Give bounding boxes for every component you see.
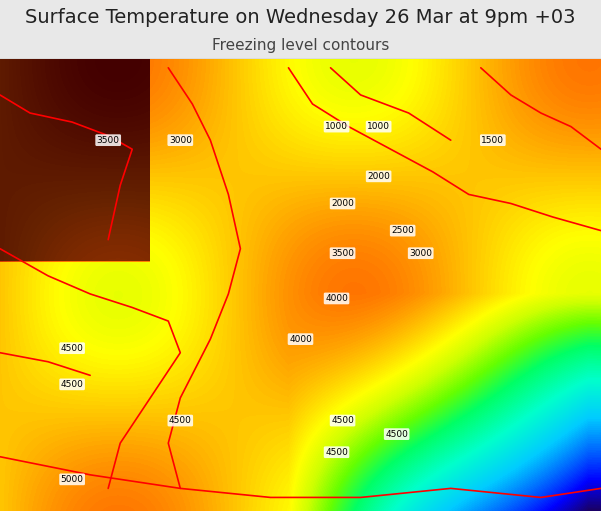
Text: 1500: 1500 bbox=[481, 135, 504, 145]
Text: 4000: 4000 bbox=[325, 294, 348, 303]
Text: 3000: 3000 bbox=[409, 249, 432, 258]
Text: 1000: 1000 bbox=[367, 122, 390, 131]
Text: 5000: 5000 bbox=[61, 475, 84, 484]
Text: Surface Temperature on Wednesday 26 Mar at 9pm +03: Surface Temperature on Wednesday 26 Mar … bbox=[25, 8, 576, 27]
Text: 4500: 4500 bbox=[331, 416, 354, 425]
Text: 3000: 3000 bbox=[169, 135, 192, 145]
Text: Freezing level contours: Freezing level contours bbox=[212, 38, 389, 53]
Text: 4500: 4500 bbox=[325, 448, 348, 457]
Text: 1000: 1000 bbox=[325, 122, 348, 131]
Text: 4500: 4500 bbox=[169, 416, 192, 425]
Text: 2000: 2000 bbox=[331, 199, 354, 208]
Text: 2000: 2000 bbox=[367, 172, 390, 181]
Text: 4000: 4000 bbox=[289, 335, 312, 344]
Text: 4500: 4500 bbox=[61, 380, 84, 389]
Text: 3500: 3500 bbox=[97, 135, 120, 145]
Text: 2500: 2500 bbox=[391, 226, 414, 235]
Text: 4500: 4500 bbox=[61, 344, 84, 353]
Text: 3500: 3500 bbox=[331, 249, 354, 258]
Text: 4500: 4500 bbox=[385, 430, 408, 438]
